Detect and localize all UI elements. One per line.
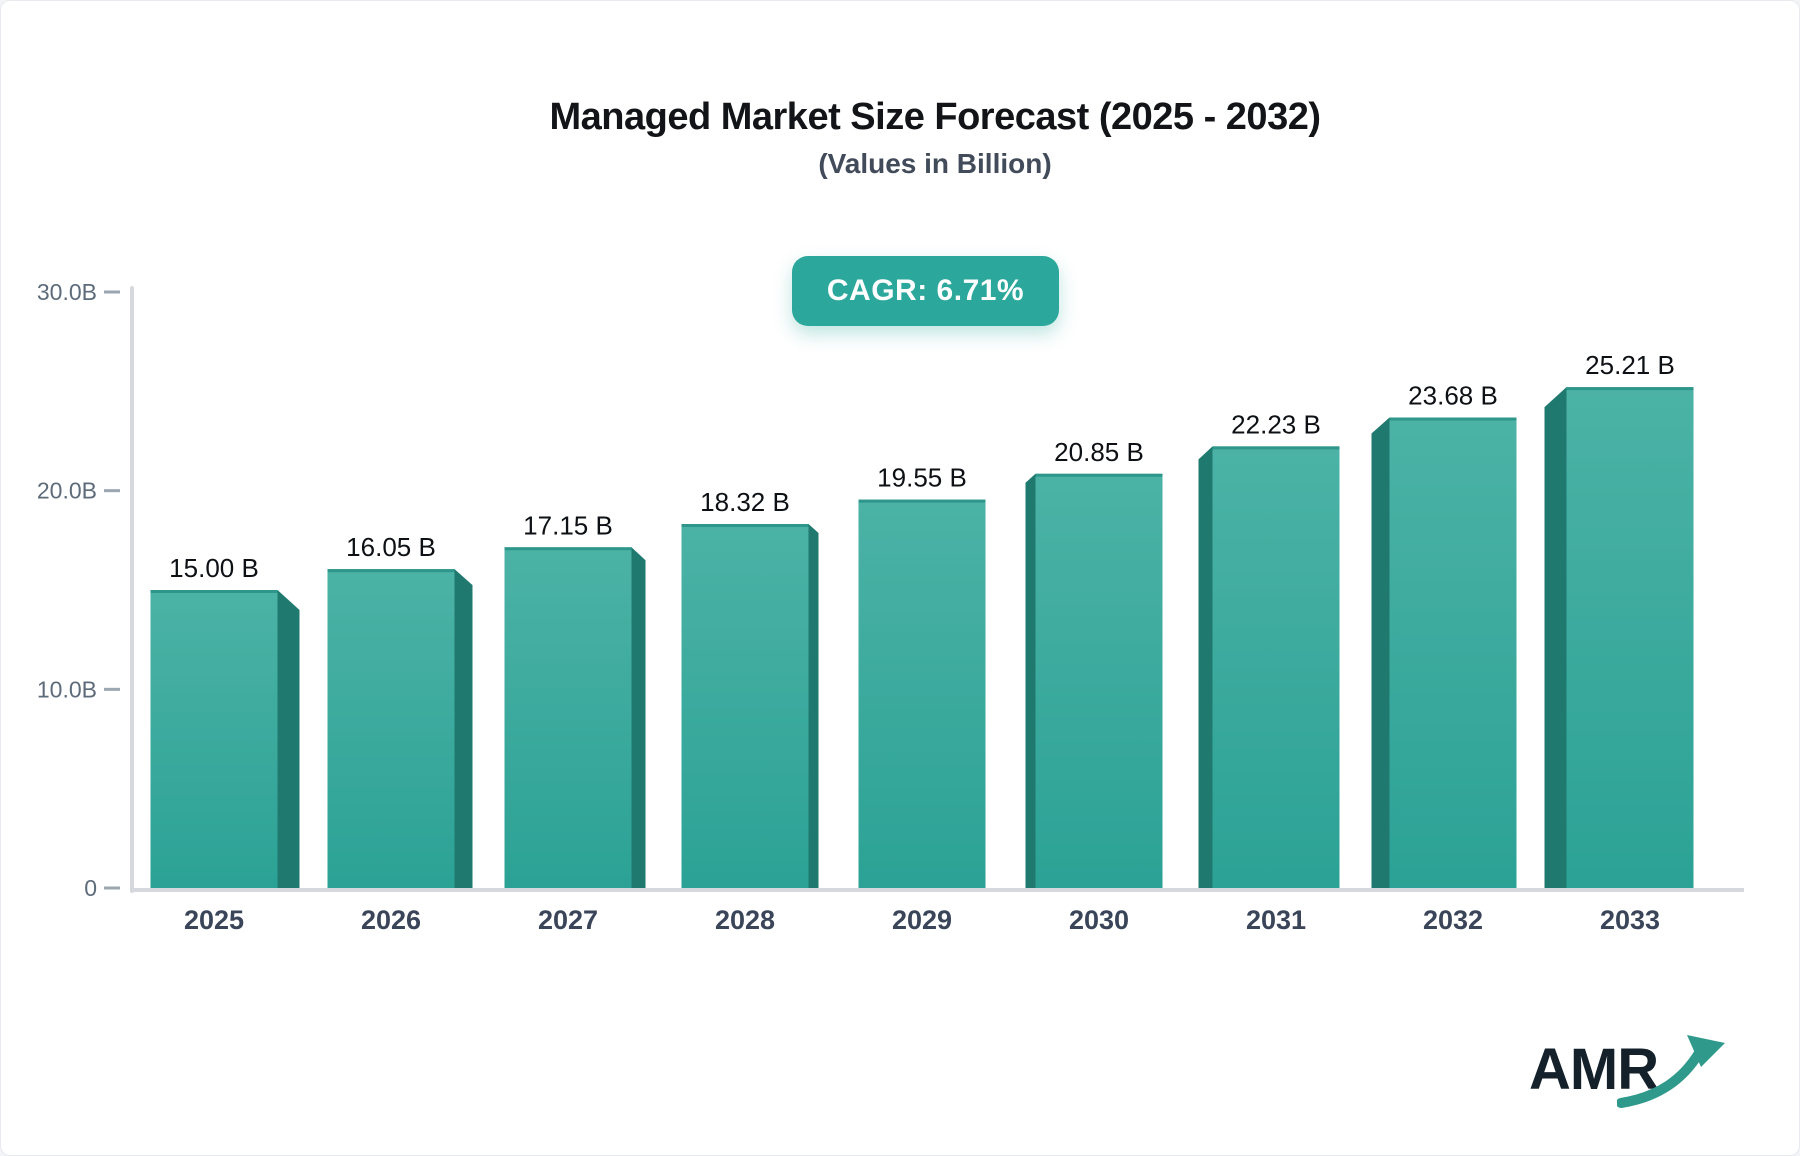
chart-subtitle: (Values in Billion) <box>818 148 1052 179</box>
x-axis-label: 2027 <box>538 905 598 935</box>
amr-logo-text: AMR <box>1529 1037 1659 1102</box>
bar-front-face <box>681 524 809 888</box>
chart-title: Managed Market Size Forecast (2025 - 203… <box>549 96 1321 138</box>
x-axis-label: 2025 <box>184 905 244 935</box>
bar-2025[interactable] <box>150 590 300 888</box>
bar-front-face <box>1566 387 1694 888</box>
bar-side-face <box>1025 473 1036 888</box>
bar-side-face <box>631 547 646 888</box>
bar-front-face <box>504 547 632 888</box>
y-axis-label: 10.0B <box>37 676 97 702</box>
bar-2031[interactable] <box>1198 446 1340 888</box>
bar-side-face <box>1371 417 1390 888</box>
bar-value-label: 20.85 B <box>1054 437 1144 467</box>
bar-front-face <box>327 569 455 888</box>
bar-2027[interactable] <box>504 547 646 888</box>
x-axis-label: 2033 <box>1600 905 1660 935</box>
growth-arrow-icon <box>1617 1035 1725 1108</box>
bar-front-face <box>1212 446 1340 888</box>
chart-header: Managed Market Size Forecast (2025 - 203… <box>71 1 1799 179</box>
bar-value-label: 16.05 B <box>346 532 436 562</box>
bar-2033[interactable] <box>1544 387 1694 888</box>
bar-side-face <box>808 524 819 888</box>
x-axis-label: 2031 <box>1246 905 1306 935</box>
cagr-badge: CAGR: 6.71% <box>792 256 1059 326</box>
bar-front-face <box>1389 417 1517 888</box>
bar-value-label: 15.00 B <box>169 553 259 583</box>
bar-side-face <box>277 590 300 888</box>
bar-value-label: 23.68 B <box>1408 381 1498 411</box>
bar-value-label: 19.55 B <box>877 463 967 493</box>
x-axis-label: 2032 <box>1423 905 1483 935</box>
bar-front-face <box>1035 473 1163 888</box>
x-axis-label: 2028 <box>715 905 775 935</box>
x-axis-label: 2029 <box>892 905 952 935</box>
bar-value-label: 18.32 B <box>700 487 790 517</box>
cagr-badge-label: CAGR: 6.71% <box>826 274 1025 307</box>
y-axis-label: 20.0B <box>37 478 97 504</box>
amr-logo: AMR <box>1529 1035 1759 1131</box>
bar-value-label: 22.23 B <box>1231 409 1321 439</box>
bar-value-label: 25.21 B <box>1585 350 1675 380</box>
bar-2029[interactable] <box>858 499 986 888</box>
y-axis-label: 30.0B <box>37 279 97 305</box>
bar-2030[interactable] <box>1025 473 1163 888</box>
bar-front-face <box>150 590 278 888</box>
bar-side-face <box>454 569 473 888</box>
bar-side-face <box>1544 387 1567 888</box>
bar-value-label: 17.15 B <box>523 510 613 540</box>
x-axis-label: 2026 <box>361 905 421 935</box>
y-axis-label: 0 <box>84 875 97 901</box>
bar-front-face <box>858 499 986 888</box>
bar-side-face <box>1198 446 1213 888</box>
bar-2028[interactable] <box>681 524 819 888</box>
x-axis-label: 2030 <box>1069 905 1129 935</box>
bar-2032[interactable] <box>1371 417 1517 888</box>
bar-2026[interactable] <box>327 569 473 888</box>
